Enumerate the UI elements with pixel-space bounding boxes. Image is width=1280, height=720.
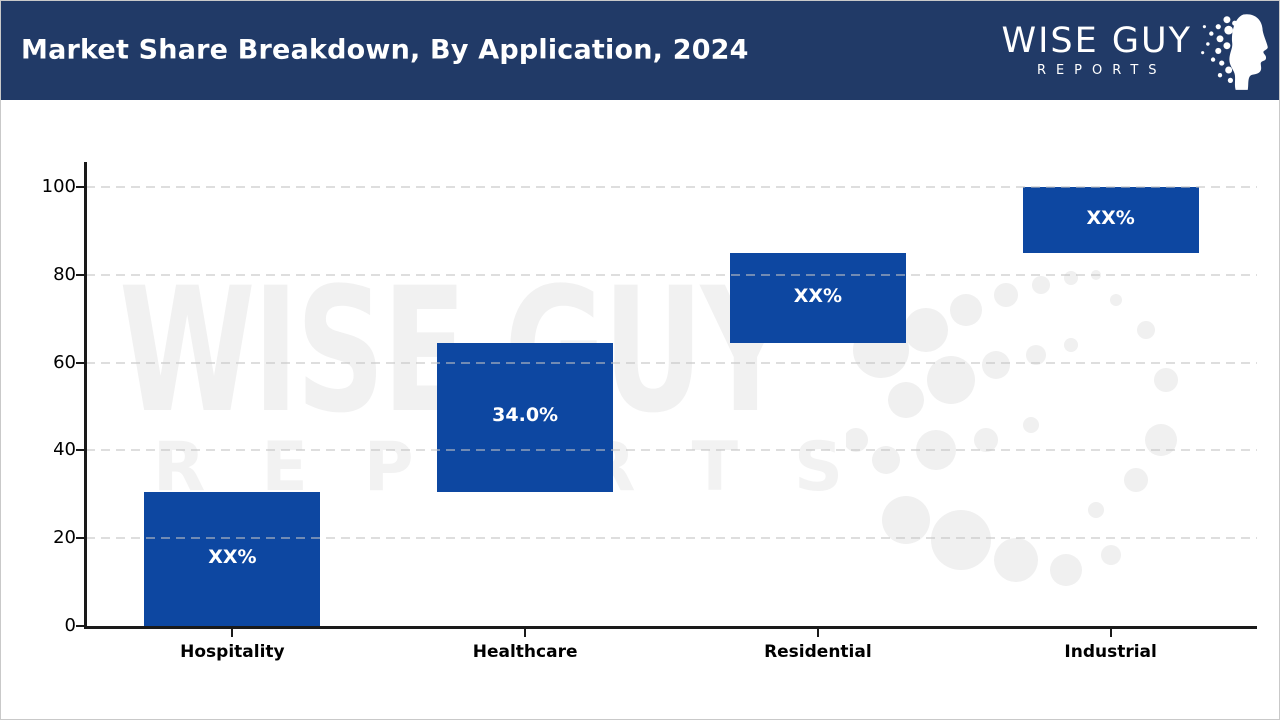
y-tick-label: 100 — [41, 176, 76, 197]
logo-wordmark: WISE GUY — [1001, 21, 1192, 61]
wise-guy-logo: WISE GUY REPORTS — [1001, 4, 1272, 96]
bar-value-label: XX% — [1086, 206, 1135, 229]
category-label-hospitality: Hospitality — [180, 642, 285, 662]
logo-subtitle: REPORTS — [1036, 63, 1167, 78]
bar-value-label: XX% — [793, 284, 843, 307]
x-tick-mark — [816, 628, 819, 637]
x-tick-mark — [524, 628, 527, 637]
page-title: Market Share Breakdown, By Application, … — [21, 34, 749, 66]
bar-residential — [729, 252, 906, 343]
y-tick-label: 20 — [53, 527, 76, 549]
chart-area: WISE GUY REPORTS 020406080100XX%Hospital… — [1, 100, 1279, 719]
bar-healthcare — [437, 342, 614, 493]
y-tick-label: 60 — [53, 351, 76, 373]
y-tick-label: 80 — [53, 263, 76, 285]
bar-value-label: XX% — [208, 546, 257, 569]
y-tick-mark — [76, 273, 85, 276]
category-label-healthcare: Healthcare — [472, 642, 578, 662]
y-tick-label: 40 — [53, 439, 76, 461]
category-label-residential: Residential — [764, 642, 872, 662]
gridline-y-40 — [86, 449, 1257, 452]
y-tick-label: 0 — [64, 615, 76, 636]
gridline-y-60 — [86, 361, 1257, 364]
wise-guy-head-icon — [1201, 13, 1268, 90]
category-label-industrial: Industrial — [1064, 642, 1157, 662]
gridline-y-80 — [86, 273, 1257, 276]
y-tick-mark — [76, 625, 85, 627]
gridline-y-100 — [86, 186, 1257, 188]
header-bar: Market Share Breakdown, By Application, … — [1, 1, 1279, 100]
x-axis-line — [84, 626, 1257, 629]
x-tick-mark — [1109, 628, 1112, 637]
y-tick-mark — [76, 361, 85, 364]
y-tick-mark — [76, 537, 85, 540]
y-tick-mark — [76, 449, 85, 452]
watermark-letter: S — [793, 428, 843, 507]
bar-industrial — [1022, 187, 1199, 253]
y-tick-mark — [76, 186, 85, 188]
bar-hospitality — [144, 492, 321, 626]
x-tick-mark — [231, 628, 234, 637]
bar-value-label: 34.0% — [492, 404, 559, 427]
gridline-y-20 — [86, 537, 1257, 540]
watermark-letter: T — [691, 428, 739, 507]
watermark-letter: P — [363, 428, 414, 507]
y-axis-line — [84, 162, 87, 628]
logo-text: WISE GUY REPORTS — [1001, 22, 1192, 78]
